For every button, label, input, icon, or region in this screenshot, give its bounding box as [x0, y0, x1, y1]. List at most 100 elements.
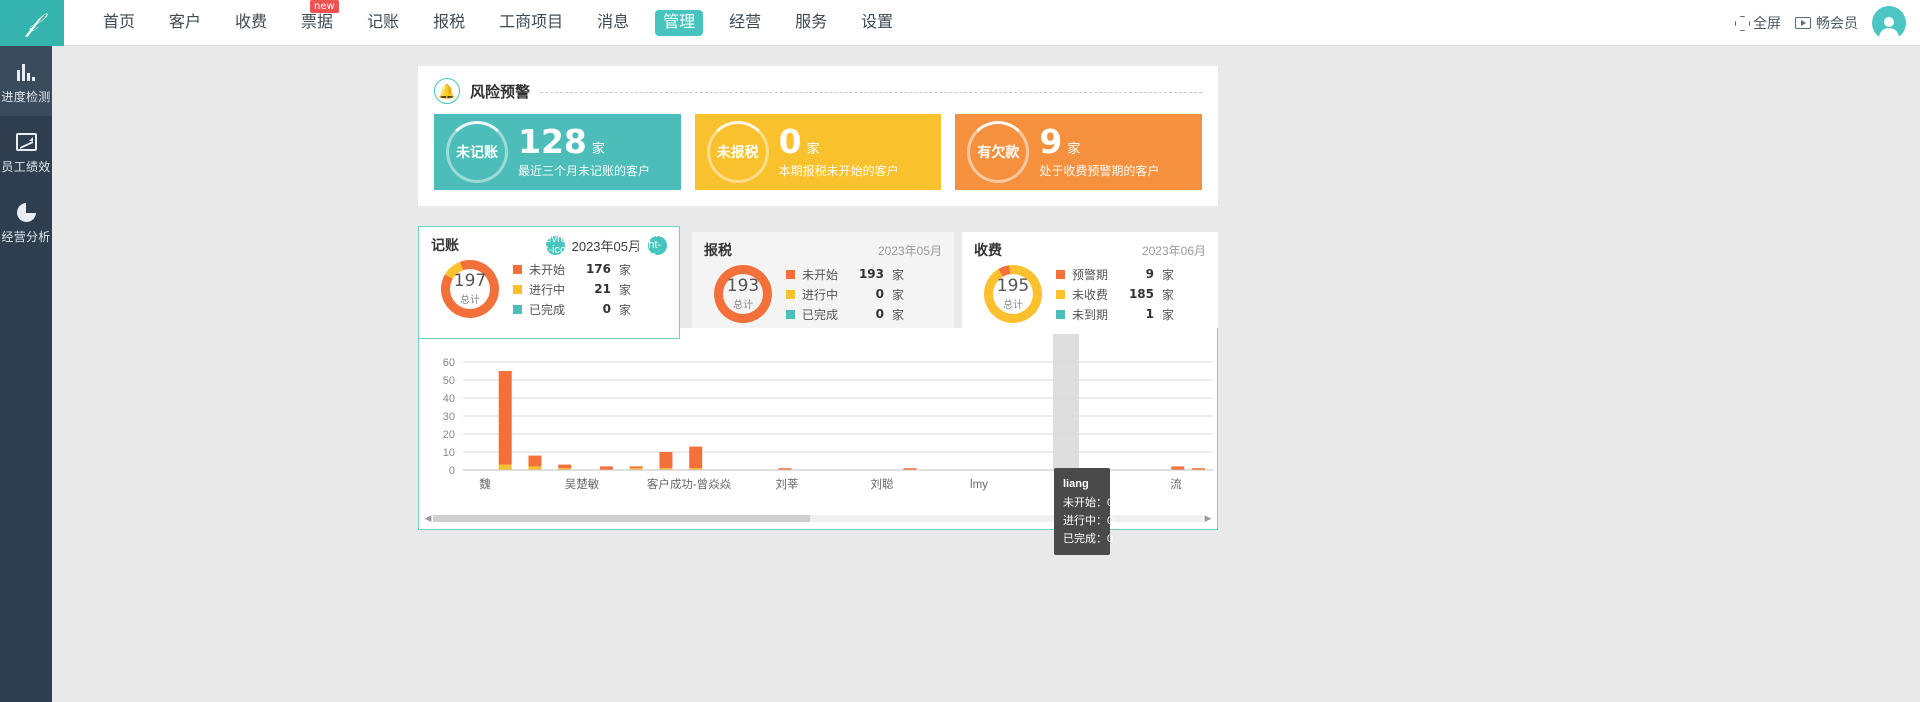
chart-bar-segment[interactable] — [599, 466, 613, 470]
chart-y-tick-label: 20 — [443, 429, 455, 441]
sidebar-item-0[interactable]: 进度检测 — [0, 46, 52, 116]
legend-color-swatch — [513, 284, 522, 294]
risk-card-body: 0 家本期报税未开始的客户 — [779, 125, 899, 179]
donut-total-label: 总计 — [460, 294, 480, 306]
scroll-right-arrow[interactable]: ▶ — [1204, 513, 1212, 523]
stat-card-title: 收费 — [974, 242, 1002, 258]
bar-chart-icon — [17, 63, 35, 81]
trend-up-icon — [15, 133, 37, 151]
risk-card-value: 128 — [518, 122, 587, 161]
member-button[interactable]: 畅会员 — [1795, 13, 1858, 33]
chart-y-tick-label: 10 — [443, 447, 455, 459]
chart-bar-segment[interactable] — [558, 468, 572, 470]
new-badge: new — [310, 0, 339, 13]
nav-item-5[interactable]: 报税 — [416, 0, 482, 46]
nav-item-4[interactable]: 记账 — [350, 0, 416, 46]
user-avatar-icon[interactable] — [1872, 5, 1906, 40]
sidebar-icon-wrap — [0, 129, 52, 155]
chart-bar-segment[interactable] — [689, 446, 703, 469]
nav-item-3[interactable]: 票据 new — [284, 0, 350, 46]
scroll-thumb[interactable] — [433, 515, 811, 522]
app-logo[interactable]: 𝒻 — [0, 0, 64, 46]
chart-bar-segment[interactable] — [498, 464, 512, 470]
legend-value: 9 — [1145, 267, 1154, 281]
chart-bar-segment[interactable] — [1171, 466, 1185, 470]
legend-unit: 家 — [892, 267, 905, 282]
sidebar-icon-wrap — [0, 59, 52, 85]
donut-chart: 195 总计 — [984, 265, 1042, 323]
nav-item-9[interactable]: 经营 — [712, 0, 778, 46]
chart-horizontal-scrollbar[interactable]: ◀ ▶ — [423, 512, 1213, 525]
donut-center: 193 总计 — [723, 274, 763, 314]
legend-row: 已完成 0 家 — [513, 299, 667, 319]
chart-x-tick-label: 刘聪 — [871, 477, 894, 491]
stat-card-0[interactable]: 记账 chevron-left-icon 2023年05月 chevron-right… — [418, 226, 680, 339]
stat-card-title: 记账 — [431, 237, 459, 253]
nav-item-6[interactable]: 工商项目 — [482, 0, 580, 46]
nav-item-0[interactable]: 首页 — [86, 0, 152, 46]
chart-bar-segment[interactable] — [629, 466, 643, 469]
legend-unit: 家 — [1162, 307, 1175, 322]
risk-card-0[interactable]: 未记账 128 家最近三个月未记账的客户 — [434, 114, 681, 190]
nav-item-10[interactable]: 服务 — [778, 0, 844, 46]
legend-unit: 家 — [1162, 267, 1175, 282]
chart-x-tick-label: 流 — [1170, 477, 1182, 491]
chart-bar-segment[interactable] — [528, 455, 542, 467]
chart-bar-segment[interactable] — [903, 468, 917, 470]
nav-item-8[interactable]: 管理 — [646, 0, 712, 46]
chart-bar-segment[interactable] — [498, 371, 512, 465]
chart-bar-segment[interactable] — [528, 466, 542, 470]
risk-card-1[interactable]: 未报税 0 家本期报税未开始的客户 — [694, 114, 942, 190]
sidebar-item-label: 经营分析 — [1, 230, 51, 244]
nav-item-2[interactable]: 收费 — [218, 0, 284, 46]
nav-item-7[interactable]: 消息 — [580, 0, 646, 46]
legend-unit: 家 — [619, 262, 632, 277]
tooltip-row: 未开始：0 — [1063, 497, 1114, 509]
pie-chart-icon — [16, 202, 36, 222]
legend-color-swatch — [513, 264, 522, 274]
chart-x-tick-label: 客户成功-曾焱焱 — [647, 477, 732, 491]
progress-ring: 未记账 — [446, 121, 508, 183]
risk-alert-cards: 未记账 128 家最近三个月未记账的客户 未报税 0 家本期报税未开始的客户 有欠款 9 家处于… — [418, 104, 1218, 190]
chart-bar-segment[interactable] — [689, 468, 703, 470]
sidebar-icon-wrap — [0, 199, 52, 225]
stat-legend: 未开始 193 家进行中 0 家已完成 0 家 — [786, 264, 942, 324]
legend-label: 预警期 — [1072, 267, 1109, 282]
legend-value: 1 — [1145, 307, 1154, 321]
sidebar-item-2[interactable]: 经营分析 — [0, 186, 52, 256]
legend-row: 已完成 0 家 — [786, 304, 942, 324]
scroll-track[interactable] — [433, 515, 1203, 522]
chart-bar-segment[interactable] — [659, 452, 673, 469]
chart-bar-segment[interactable] — [778, 468, 792, 470]
fullscreen-button[interactable]: 全屏 — [1735, 13, 1781, 33]
nav-item-1[interactable]: 客户 — [152, 0, 218, 46]
sidebar-item-label: 进度检测 — [1, 90, 51, 104]
risk-card-ring-label: 未报税 — [716, 144, 759, 160]
legend-color-swatch — [513, 304, 522, 314]
legend-label: 未到期 — [1072, 307, 1109, 322]
scroll-left-arrow[interactable]: ◀ — [424, 513, 432, 523]
chart-bar-segment[interactable] — [659, 468, 673, 470]
nav-item-11[interactable]: 设置 — [844, 0, 910, 46]
sidebar-item-label: 员工绩效 — [1, 160, 51, 174]
sidebar-item-1[interactable]: 员工绩效 — [0, 116, 52, 186]
chart-bar-segment[interactable] — [629, 468, 643, 470]
risk-card-2[interactable]: 有欠款 9 家处于收费预警期的客户 — [955, 114, 1203, 190]
stat-card-2[interactable]: 收费 2023年06月 195 总计 预警期 9 家未收费 185 家未到期 1 家 — [962, 232, 1218, 345]
legend-row: 进行中 21 家 — [513, 279, 667, 299]
chevron-left-icon[interactable]: chevron-left-icon — [533, 233, 577, 256]
stat-legend: 预警期 9 家未收费 185 家未到期 1 家 — [1056, 264, 1206, 324]
legend-color-swatch — [786, 289, 795, 299]
chevron-right-icon[interactable]: chevron-right-icon — [636, 227, 679, 262]
chart-bar-segment[interactable] — [558, 464, 572, 469]
month-navigator: chevron-left-icon 2023年05月 chevron-right-i… — [533, 227, 679, 262]
chart-bar-segment[interactable] — [1192, 468, 1206, 470]
legend-label: 未开始 — [529, 262, 566, 277]
stat-card-1[interactable]: 报税 2023年05月 193 总计 未开始 193 家进行中 0 家已完成 0 家 — [692, 232, 954, 345]
stat-card-header: 报税 2023年05月 — [692, 232, 954, 260]
risk-alert-header: 🔔 风险预警 — [418, 66, 1218, 104]
left-sidebar: 进度检测员工绩效经营分析 — [0, 46, 52, 702]
chart-x-tick-label: 吴楚敏 — [565, 477, 600, 491]
